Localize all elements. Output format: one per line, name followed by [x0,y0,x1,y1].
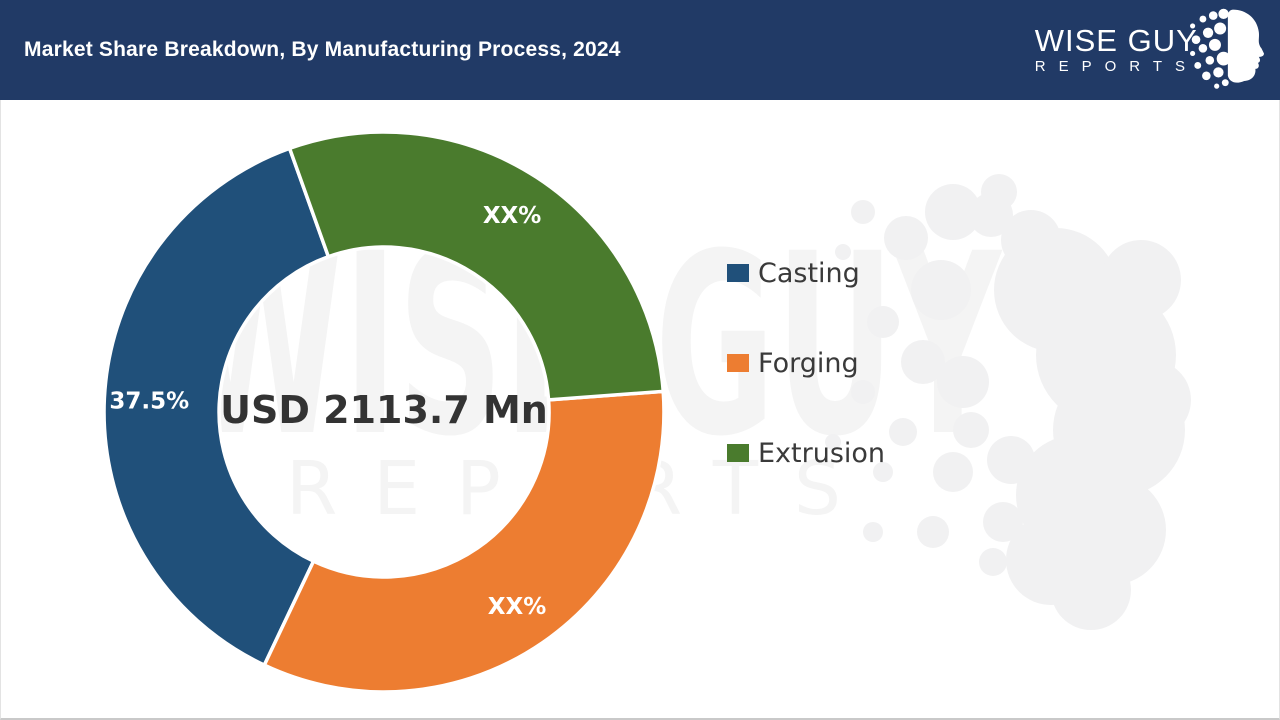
legend-label-casting: Casting [758,257,860,289]
watermark-head-dots [825,174,1191,630]
legend: Casting Forging Extrusion [727,259,885,467]
page-title: Market Share Breakdown, By Manufacturing… [24,38,621,61]
watermark: WISE GUY REPORTS [181,174,1191,630]
wiseguy-logo: WISE GUY REPORTS [1035,7,1270,93]
legend-swatch-forging [727,354,749,372]
donut-center-value: USD 2113.7 Mn [220,388,548,432]
legend-item-casting: Casting [727,259,885,287]
logo-wordmark: WISE GUY REPORTS [1034,22,1198,76]
legend-label-extrusion: Extrusion [758,437,886,469]
legend-swatch-extrusion [727,444,749,462]
legend-item-forging: Forging [727,349,885,377]
legend-swatch-casting [727,264,749,282]
logo-head-icon [1190,8,1264,89]
logo-wordmark-line2: REPORTS [1034,58,1198,76]
chart-area: WISE GUY REPORTS 37.5% XX% XX% USD 2113.7 … [0,100,1280,720]
logo-wordmark-line1: WISE GUY [1034,22,1198,58]
header-bar: Market Share Breakdown, By Manufacturing… [0,0,1280,100]
legend-label-forging: Forging [758,347,859,379]
legend-item-extrusion: Extrusion [727,439,885,467]
